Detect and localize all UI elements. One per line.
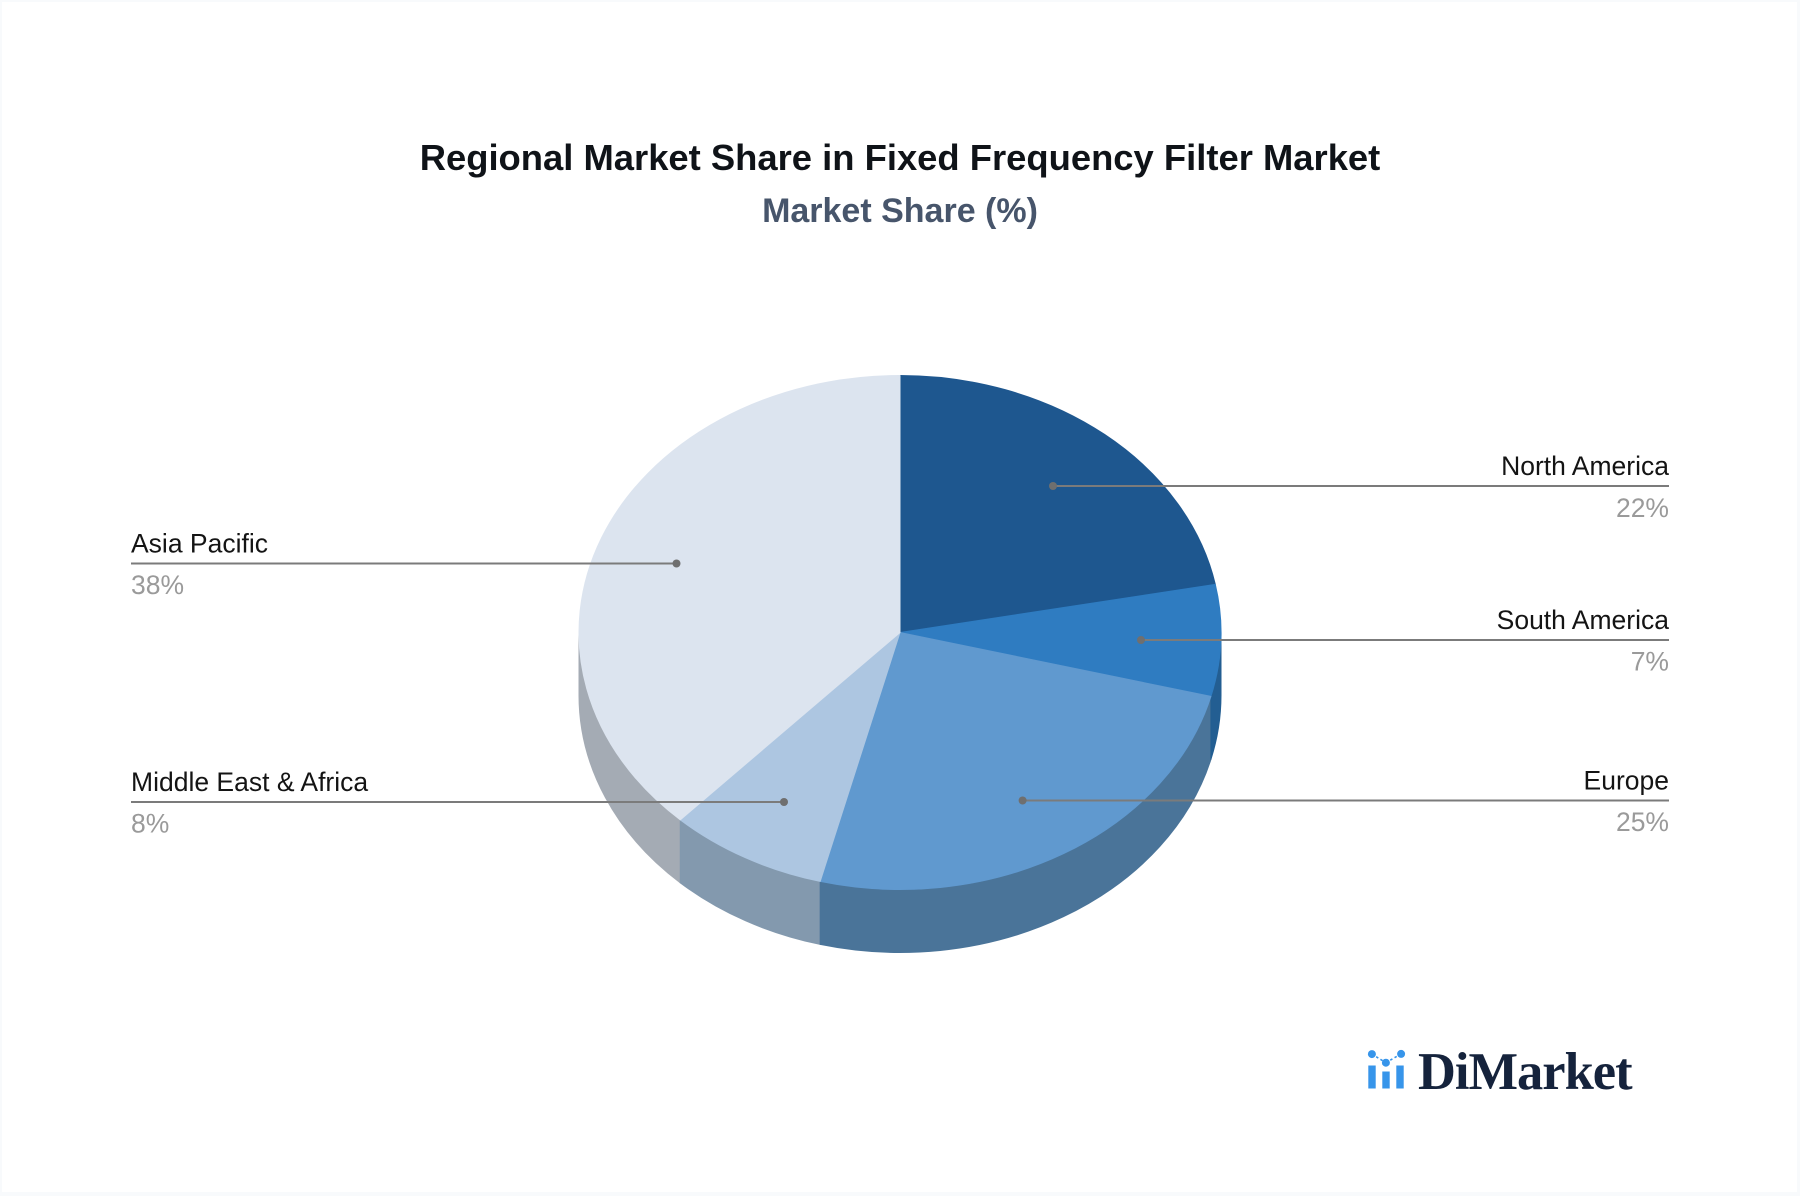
svg-text:38%: 38%	[131, 570, 184, 600]
svg-text:Asia Pacific: Asia Pacific	[131, 529, 268, 559]
svg-text:8%: 8%	[131, 809, 169, 839]
svg-text:Europe: Europe	[1584, 766, 1669, 796]
svg-text:South America: South America	[1497, 605, 1670, 635]
svg-text:North America: North America	[1501, 451, 1669, 481]
svg-text:Middle East & Africa: Middle East & Africa	[131, 767, 368, 797]
svg-text:25%: 25%	[1616, 807, 1669, 837]
svg-text:22%: 22%	[1616, 493, 1669, 523]
svg-text:Regional Market Share in Fixed: Regional Market Share in Fixed Frequency…	[420, 137, 1381, 178]
svg-text:DiMarket: DiMarket	[1418, 1043, 1633, 1101]
svg-text:Market Share (%): Market Share (%)	[762, 192, 1038, 230]
svg-text:7%: 7%	[1631, 647, 1669, 677]
